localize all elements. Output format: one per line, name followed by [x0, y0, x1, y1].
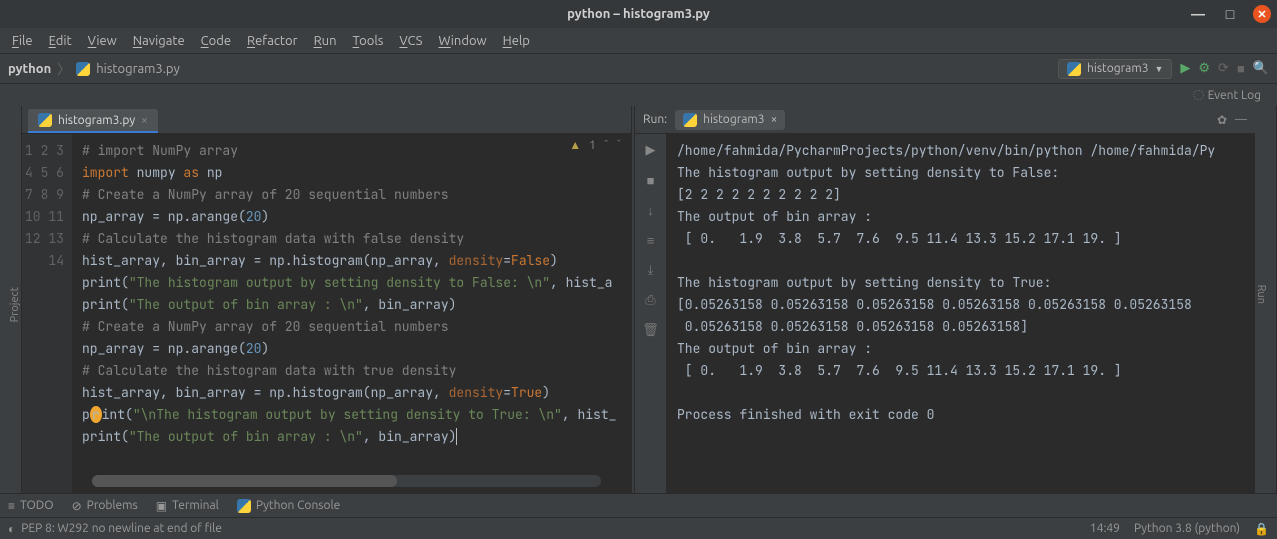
left-tool-gutter: ProjectStructure★ Favorites — [0, 106, 22, 493]
window-minimize-button[interactable]: — — [1189, 5, 1207, 23]
code-area[interactable]: # import NumPy array import numpy as np … — [72, 134, 631, 493]
bottom-toolbar: ≡TODO ⊘Problems ▣Terminal Python Console — [0, 493, 1277, 517]
event-log-button[interactable]: Event Log — [1208, 89, 1261, 102]
stop-process-button[interactable]: ■ — [641, 170, 661, 190]
toolwin-problems[interactable]: ⊘Problems — [72, 499, 138, 513]
menu-edit[interactable]: Edit — [43, 32, 78, 50]
titlebar: python – histogram3.py — □ ✕ — [0, 0, 1277, 28]
debug-button[interactable]: ⚙ — [1198, 61, 1210, 76]
menu-navigate[interactable]: Navigate — [127, 32, 191, 50]
run-button[interactable]: ▶ — [1180, 61, 1190, 76]
clear-all-button[interactable]: 🗑 — [641, 320, 661, 340]
editor-tab-label: histogram3.py — [58, 114, 135, 127]
menu-tools[interactable]: Tools — [347, 32, 390, 50]
menu-file[interactable]: File — [6, 32, 39, 50]
window-title: python – histogram3.py — [567, 7, 710, 21]
run-configuration-selector[interactable]: histogram3 ▼ — [1058, 59, 1172, 79]
inspection-down-icon[interactable]: ˇ — [616, 139, 621, 152]
run-settings-icon[interactable]: ✿ — [1217, 113, 1227, 127]
python-file-icon — [76, 62, 90, 76]
print-button[interactable]: ⎙ — [641, 290, 661, 310]
breadcrumb-file[interactable]: histogram3.py — [96, 62, 180, 76]
cursor-position[interactable]: 14:49 — [1090, 522, 1120, 535]
right-tool-gutter: Run — [1255, 106, 1277, 493]
statusbar: ◐ PEP 8: W292 no newline at end of file … — [0, 517, 1277, 539]
menu-code[interactable]: Code — [195, 32, 237, 50]
run-output[interactable]: /home/fahmida/PycharmProjects/python/ven… — [667, 134, 1255, 493]
python-file-icon — [38, 113, 52, 127]
menu-vcs[interactable]: VCS — [393, 32, 428, 50]
run-header: Run: histogram3 × ✿ — — [635, 106, 1255, 134]
warning-icon: ▲ — [569, 138, 581, 152]
editor-tabbar: histogram3.py × — [22, 106, 631, 134]
warning-count: 1 — [589, 139, 596, 152]
menu-refactor[interactable]: Refactor — [241, 32, 304, 50]
editor-horizontal-scrollbar[interactable] — [92, 475, 601, 487]
menu-run[interactable]: Run — [308, 32, 343, 50]
run-tab[interactable]: histogram3 × — [675, 110, 785, 130]
run-config-name: histogram3 — [1087, 62, 1148, 75]
status-indicator-icon: ◐ — [8, 522, 15, 536]
menu-view[interactable]: View — [82, 32, 123, 50]
run-header-label: Run: — [643, 113, 667, 126]
window-close-button[interactable]: ✕ — [1253, 5, 1271, 23]
lock-icon[interactable]: 🔒 — [1254, 522, 1269, 536]
navbar: python 〉 histogram3.py histogram3 ▼ ▶ ⚙ … — [0, 54, 1277, 84]
menu-window[interactable]: Window — [432, 32, 492, 50]
editor-inspections[interactable]: ▲ 1 ˆ ˇ — [569, 138, 621, 152]
breadcrumb-project[interactable]: python — [8, 62, 51, 76]
tool-project[interactable]: Project — [9, 281, 21, 328]
interpreter-selector[interactable]: Python 3.8 (python) — [1134, 522, 1240, 535]
event-log-row: ◌ Event Log — [0, 84, 1277, 106]
rerun-button[interactable]: ▶ — [641, 140, 661, 160]
toolwin-terminal[interactable]: ▣Terminal — [156, 499, 219, 513]
scroll-to-end-button[interactable]: ⤓ — [641, 260, 661, 280]
chevron-down-icon: ▼ — [1154, 64, 1163, 74]
close-tab-icon[interactable]: × — [141, 114, 148, 127]
stop-button[interactable]: ■ — [1237, 61, 1245, 76]
window-maximize-button[interactable]: □ — [1221, 5, 1239, 23]
line-number-gutter: 1 2 3 4 5 6 7 8 9 10 11 12 13 14 — [22, 134, 72, 493]
close-run-tab-icon[interactable]: × — [771, 113, 778, 126]
run-tool-window: Run: histogram3 × ✿ — ▶ ■ ↓ ≡ ⤓ ⎙ 🗑 /hom… — [635, 106, 1255, 493]
event-log-icon: ◌ — [1193, 89, 1203, 102]
status-message: PEP 8: W292 no newline at end of file — [21, 522, 222, 535]
run-tab-label: histogram3 — [703, 113, 764, 126]
run-hide-icon[interactable]: — — [1235, 113, 1247, 126]
menubar: FileEditViewNavigateCodeRefactorRunTools… — [0, 28, 1277, 54]
restart-button[interactable]: ↓ — [641, 200, 661, 220]
editor-pane: histogram3.py × ▲ 1 ˆ ˇ 1 2 3 4 5 6 7 8 … — [22, 106, 631, 493]
run-toolbar: ▶ ■ ↓ ≡ ⤓ ⎙ 🗑 — [635, 134, 667, 493]
python-run-icon — [683, 113, 697, 127]
menu-help[interactable]: Help — [497, 32, 536, 50]
inspection-up-icon[interactable]: ˆ — [604, 139, 609, 152]
toolwin-python-console[interactable]: Python Console — [237, 499, 341, 513]
editor-body[interactable]: ▲ 1 ˆ ˇ 1 2 3 4 5 6 7 8 9 10 11 12 13 14… — [22, 134, 631, 493]
breadcrumb: python 〉 histogram3.py — [8, 59, 180, 78]
search-everywhere-button[interactable]: 🔍 — [1253, 61, 1269, 76]
python-config-icon — [1067, 62, 1081, 76]
toolwin-todo[interactable]: ≡TODO — [8, 499, 54, 513]
toggle-soft-wrap-button[interactable]: ≡ — [641, 230, 661, 250]
editor-tab[interactable]: histogram3.py × — [28, 109, 158, 133]
tool-run[interactable]: Run — [1255, 279, 1267, 310]
coverage-button[interactable]: ⟳ — [1218, 61, 1229, 76]
breadcrumb-separator: 〉 — [57, 59, 70, 78]
